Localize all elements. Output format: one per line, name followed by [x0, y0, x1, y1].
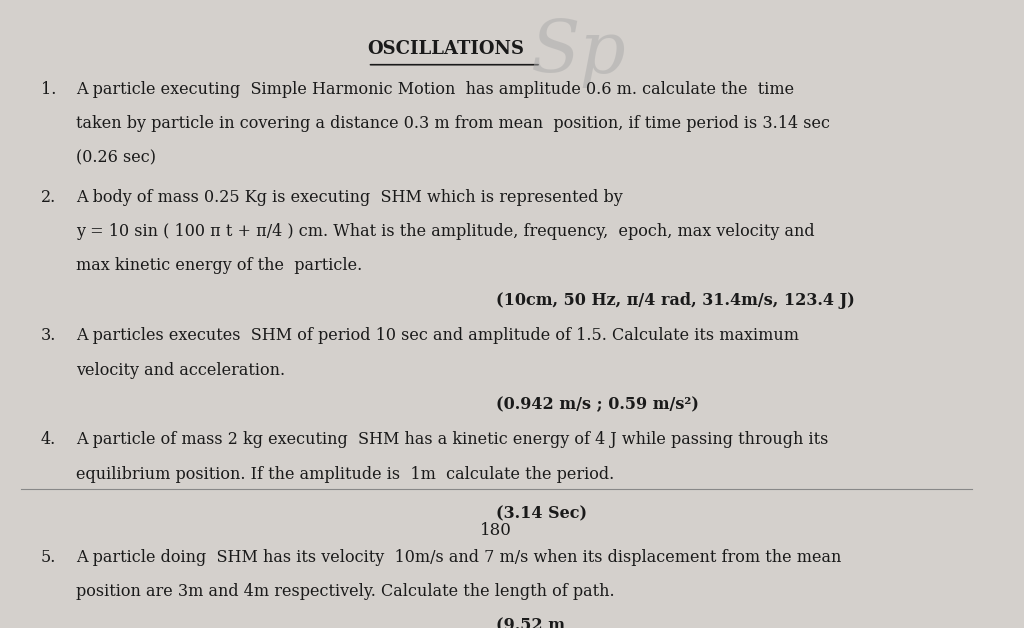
Text: max kinetic energy of the  particle.: max kinetic energy of the particle.	[76, 257, 361, 274]
Text: 3.: 3.	[41, 327, 56, 344]
Text: 2.: 2.	[41, 189, 56, 206]
Text: (10cm, 50 Hz, π/4 rad, 31.4m/s, 123.4 J): (10cm, 50 Hz, π/4 rad, 31.4m/s, 123.4 J)	[497, 291, 855, 308]
Text: 4.: 4.	[41, 431, 56, 448]
Text: 1.: 1.	[41, 81, 56, 98]
Text: (3.14 Sec): (3.14 Sec)	[497, 506, 588, 522]
Text: velocity and acceleration.: velocity and acceleration.	[76, 362, 285, 379]
Text: 5.: 5.	[41, 550, 56, 566]
Text: A body of mass 0.25 Kg is executing  SHM which is represented by: A body of mass 0.25 Kg is executing SHM …	[76, 189, 623, 206]
Text: y = 10 sin ( 100 π t + π/4 ) cm. What is the amplitude, frequency,  epoch, max v: y = 10 sin ( 100 π t + π/4 ) cm. What is…	[76, 224, 814, 241]
Text: (0.26 sec): (0.26 sec)	[76, 149, 156, 166]
Text: A particle executing  Simple Harmonic Motion  has amplitude 0.6 m. calculate the: A particle executing Simple Harmonic Mot…	[76, 81, 794, 98]
Text: 180: 180	[480, 522, 512, 539]
Text: (0.942 m/s ; 0.59 m/s²): (0.942 m/s ; 0.59 m/s²)	[497, 396, 699, 413]
Text: A particle of mass 2 kg executing  SHM has a kinetic energy of 4 J while passing: A particle of mass 2 kg executing SHM ha…	[76, 431, 828, 448]
Text: position are 3m and 4m respectively. Calculate the length of path.: position are 3m and 4m respectively. Cal…	[76, 583, 614, 600]
Text: OSCILLATIONS: OSCILLATIONS	[368, 40, 524, 58]
Text: A particle doing  SHM has its velocity  10m/s and 7 m/s when its displacement fr: A particle doing SHM has its velocity 10…	[76, 550, 841, 566]
Text: Sp: Sp	[531, 18, 627, 89]
Text: taken by particle in covering a distance 0.3 m from mean  position, if time peri: taken by particle in covering a distance…	[76, 116, 829, 133]
Text: equilibrium position. If the amplitude is  1m  calculate the period.: equilibrium position. If the amplitude i…	[76, 465, 613, 482]
Text: A particles executes  SHM of period 10 sec and amplitude of 1.5. Calculate its m: A particles executes SHM of period 10 se…	[76, 327, 799, 344]
Text: (9.52 m: (9.52 m	[497, 617, 565, 628]
